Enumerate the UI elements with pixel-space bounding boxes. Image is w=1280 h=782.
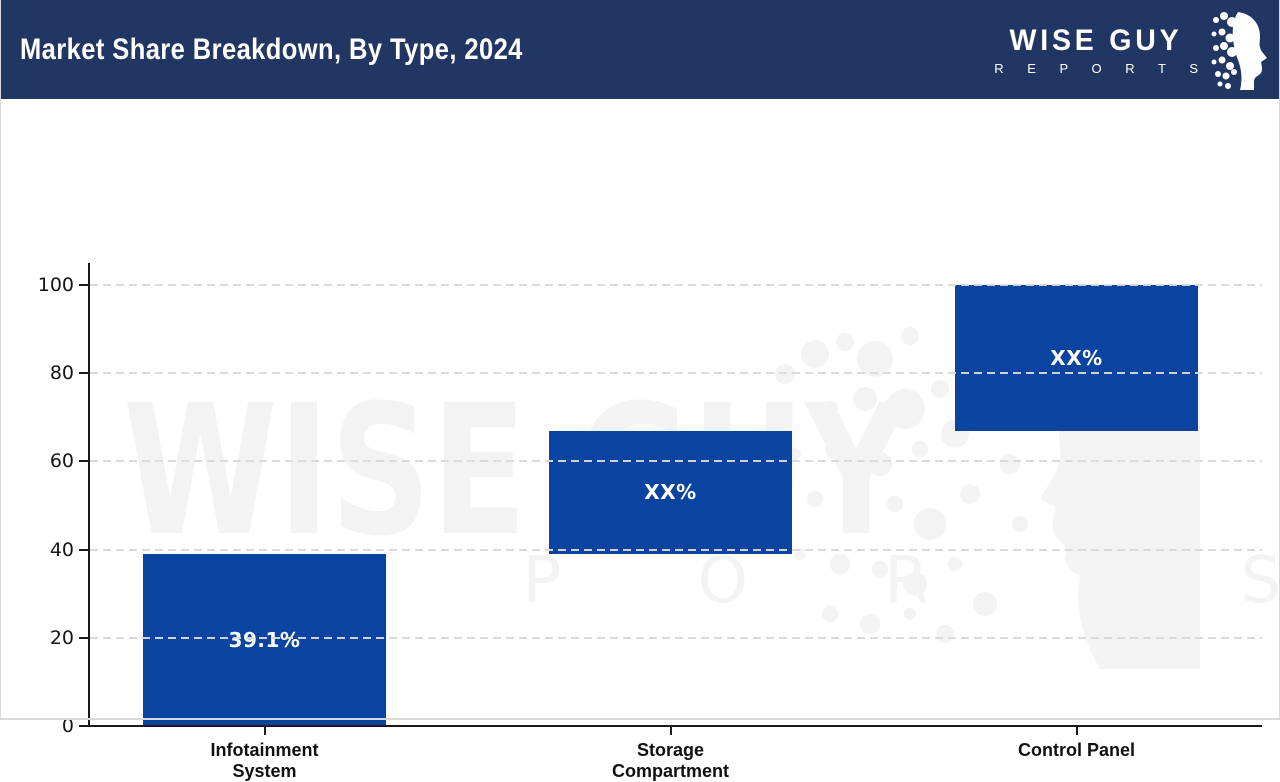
- gridline-60: [90, 460, 1262, 463]
- header-bar: Market Share Breakdown, By Type, 2024 WI…: [0, 0, 1280, 99]
- x-category-label-2: Storage Compartment: [611, 740, 729, 781]
- y-axis-line: [88, 263, 90, 726]
- y-tick-label-60: 60: [49, 450, 74, 473]
- y-tick-mark-60: [79, 460, 88, 463]
- page-title: Market Share Breakdown, By Type, 2024: [20, 32, 523, 66]
- brand-logo-text: WISE GUY R E P O R T S: [984, 24, 1208, 76]
- bar-control-panel: XX%: [955, 285, 1198, 431]
- y-tick-mark-40: [79, 548, 88, 551]
- x-category-label-1: Infotainment System: [210, 740, 319, 781]
- gridline-80: [90, 372, 1262, 375]
- bar-infotainment-system: 39.1%: [143, 553, 386, 726]
- brand-logo: WISE GUY R E P O R T S: [984, 7, 1270, 92]
- gridline-100: [90, 284, 1262, 286]
- gridline-20: [90, 636, 1262, 639]
- logo-wordmark: WISE GUY: [1009, 23, 1183, 57]
- y-tick-mark-20: [79, 636, 88, 639]
- chart-area: WISE GUY R E P O R T S 39.1% XX% XX%: [0, 99, 1280, 781]
- y-tick-label-80: 80: [49, 362, 74, 385]
- plot-area: 39.1% XX% XX% 0 20 40 60 80 100 Infotainment Syst…: [38, 263, 1262, 781]
- logo-subtext: R E P O R T S: [994, 60, 1208, 76]
- x-tick-mark-1: [263, 726, 266, 735]
- x-category-label-3: Control Panel: [1017, 740, 1135, 760]
- x-tick-mark-3: [1075, 726, 1078, 735]
- y-tick-label-20: 20: [49, 626, 74, 649]
- bar-storage-compartment: XX%: [549, 430, 792, 554]
- y-tick-mark-100: [79, 284, 88, 286]
- y-tick-label-0: 0: [61, 715, 74, 737]
- logo-face-icon: [1211, 11, 1267, 90]
- y-tick-mark-80: [79, 372, 88, 375]
- bar-value-label: XX%: [644, 480, 697, 505]
- y-tick-mark-0: [79, 725, 88, 727]
- y-tick-label-40: 40: [49, 538, 74, 561]
- gridline-40: [90, 548, 1262, 551]
- y-tick-label-100: 100: [37, 274, 74, 296]
- x-tick-mark-2: [669, 726, 672, 735]
- bar-value-label: XX%: [1050, 345, 1103, 370]
- bar-value-label: 39.1%: [228, 627, 301, 652]
